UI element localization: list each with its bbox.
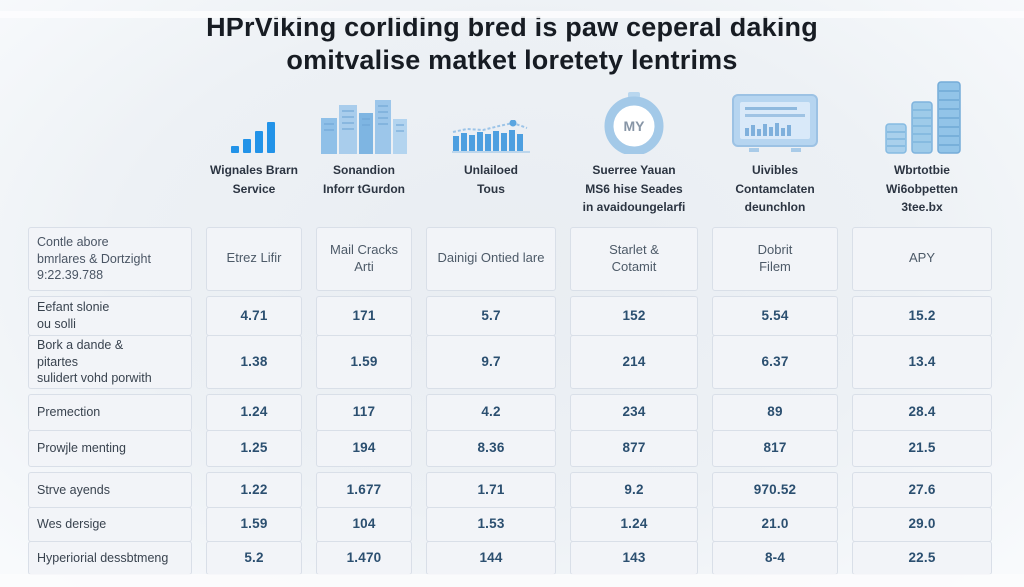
value-cell: 877 [570,429,698,467]
value-cell: 1.53 [426,506,556,542]
rising-stacks-icon [882,81,962,154]
features-row: Wignales Brarn Service Sonandion Inforr … [0,81,1024,217]
value-cell: 4.71 [206,295,302,336]
city-buildings-icon [319,90,409,154]
title-line-2: omitvalise matket loretety lentrims [286,45,738,76]
row-label-cell: Strve ayends [28,471,192,508]
value-cell: 1.38 [206,334,302,389]
row-label-cell: Hyperiorial dessbtmeng [28,540,192,575]
bar-line-chart-icon [451,90,531,154]
header-cell: APY [852,226,992,291]
stopwatch-icon: MY [598,90,670,154]
value-cell: 1.59 [206,506,302,542]
data-column-5: Dobrit Filem 5.54 6.37 89 817 970.52 21.0 8-4 [712,226,838,575]
value-cell: 214 [570,334,698,389]
feature-suerree-yauan: MY Suerree Yauan MS6 hise Seades in avai… [570,90,698,217]
value-cell: 8.36 [426,429,556,467]
value-cell: 5.54 [712,295,838,336]
header-cell: Etrez Lifir [206,226,302,291]
value-cell: 817 [712,429,838,467]
value-cell: 9.2 [570,471,698,508]
value-cell: 27.6 [852,471,992,508]
monitor-chart-icon [731,90,819,154]
feature-wbrtotbie: Wbrtotbie Wi6obpetten 3tee.bx [852,81,992,217]
feature-label: Wignales Brarn Service [210,162,298,196]
header-cell: Dainigi Ontied lare [426,226,556,291]
value-cell: 9.7 [426,334,556,389]
data-column-1: Etrez Lifir 4.71 1.38 1.24 1.25 1.22 1.59 5.2 [206,226,302,575]
feature-label: Sonandion Inforr tGurdon [323,162,405,196]
value-cell: 1.470 [316,540,412,575]
data-column-6: APY 15.2 13.4 28.4 21.5 27.6 29.0 22.5 [852,226,992,575]
row-label-cell: Eefant slonie ou solli [28,295,192,336]
data-column-4: Starlet & Cotamit 152 214 234 877 9.2 1.24 143 [570,226,698,575]
row-label-cell: Premection [28,393,192,431]
signal-bars-icon [230,90,278,154]
value-cell: 22.5 [852,540,992,575]
value-cell: 1.677 [316,471,412,508]
value-cell: 1.71 [426,471,556,508]
value-cell: 28.4 [852,393,992,431]
data-column-2: Mail Cracks Arti 171 1.59 117 194 1.677 104 1.4… [316,226,412,575]
value-cell: 117 [316,393,412,431]
value-cell: 5.2 [206,540,302,575]
value-cell: 1.25 [206,429,302,467]
header-cell: Mail Cracks Arti [316,226,412,291]
top-band [0,11,1024,18]
value-cell: 13.4 [852,334,992,389]
value-cell: 104 [316,506,412,542]
feature-sonandion: Sonandion Inforr tGurdon [316,90,412,198]
value-cell: 1.24 [206,393,302,431]
value-cell: 1.59 [316,334,412,389]
infographic-page: HPrViking corliding bred is paw ceperal … [0,11,1024,575]
value-cell: 171 [316,295,412,336]
value-cell: 234 [570,393,698,431]
row-label-cell: Prowjle menting [28,429,192,467]
page-title: HPrViking corliding bred is paw ceperal … [0,11,1024,78]
value-cell: 143 [570,540,698,575]
value-cell: 152 [570,295,698,336]
feature-label: Wbrtotbie Wi6obpetten 3tee.bx [886,162,958,215]
header-cell: Starlet & Cotamit [570,226,698,291]
value-cell: 5.7 [426,295,556,336]
value-cell: 1.24 [570,506,698,542]
feature-uivibles: Uivibles Contamclaten deunchlon [712,90,838,217]
header-cell: Contle abore bmrlares & Dortzight 9:22.3… [28,226,192,291]
feature-label: Suerree Yauan MS6 hise Seades in avaidou… [582,162,686,215]
row-labels-column: Contle abore bmrlares & Dortzight 9:22.3… [28,226,192,575]
row-label-cell: Wes dersige [28,506,192,542]
value-cell: 89 [712,393,838,431]
feature-label: Unlailoed Tous [463,162,518,196]
value-cell: 4.2 [426,393,556,431]
feature-unlailoed-tous: Unlailoed Tous [426,90,556,198]
value-cell: 970.52 [712,471,838,508]
value-cell: 144 [426,540,556,575]
value-cell: 21.0 [712,506,838,542]
value-cell: 15.2 [852,295,992,336]
svg-text:MY: MY [624,118,646,134]
data-column-3: Dainigi Ontied lare 5.7 9.7 4.2 8.36 1.71 1.53… [426,226,556,575]
value-cell: 21.5 [852,429,992,467]
feature-wignales-brarn-service: Wignales Brarn Service [206,90,302,198]
row-label-cell: Bork a dande & pitartes sulidert vohd po… [28,334,192,389]
feature-label: Uivibles Contamclaten deunchlon [735,162,815,215]
value-cell: 1.22 [206,471,302,508]
value-cell: 29.0 [852,506,992,542]
header-cell: Dobrit Filem [712,226,838,291]
value-cell: 194 [316,429,412,467]
value-cell: 8-4 [712,540,838,575]
value-cell: 6.37 [712,334,838,389]
comparison-table: Contle abore bmrlares & Dortzight 9:22.3… [0,226,1024,575]
